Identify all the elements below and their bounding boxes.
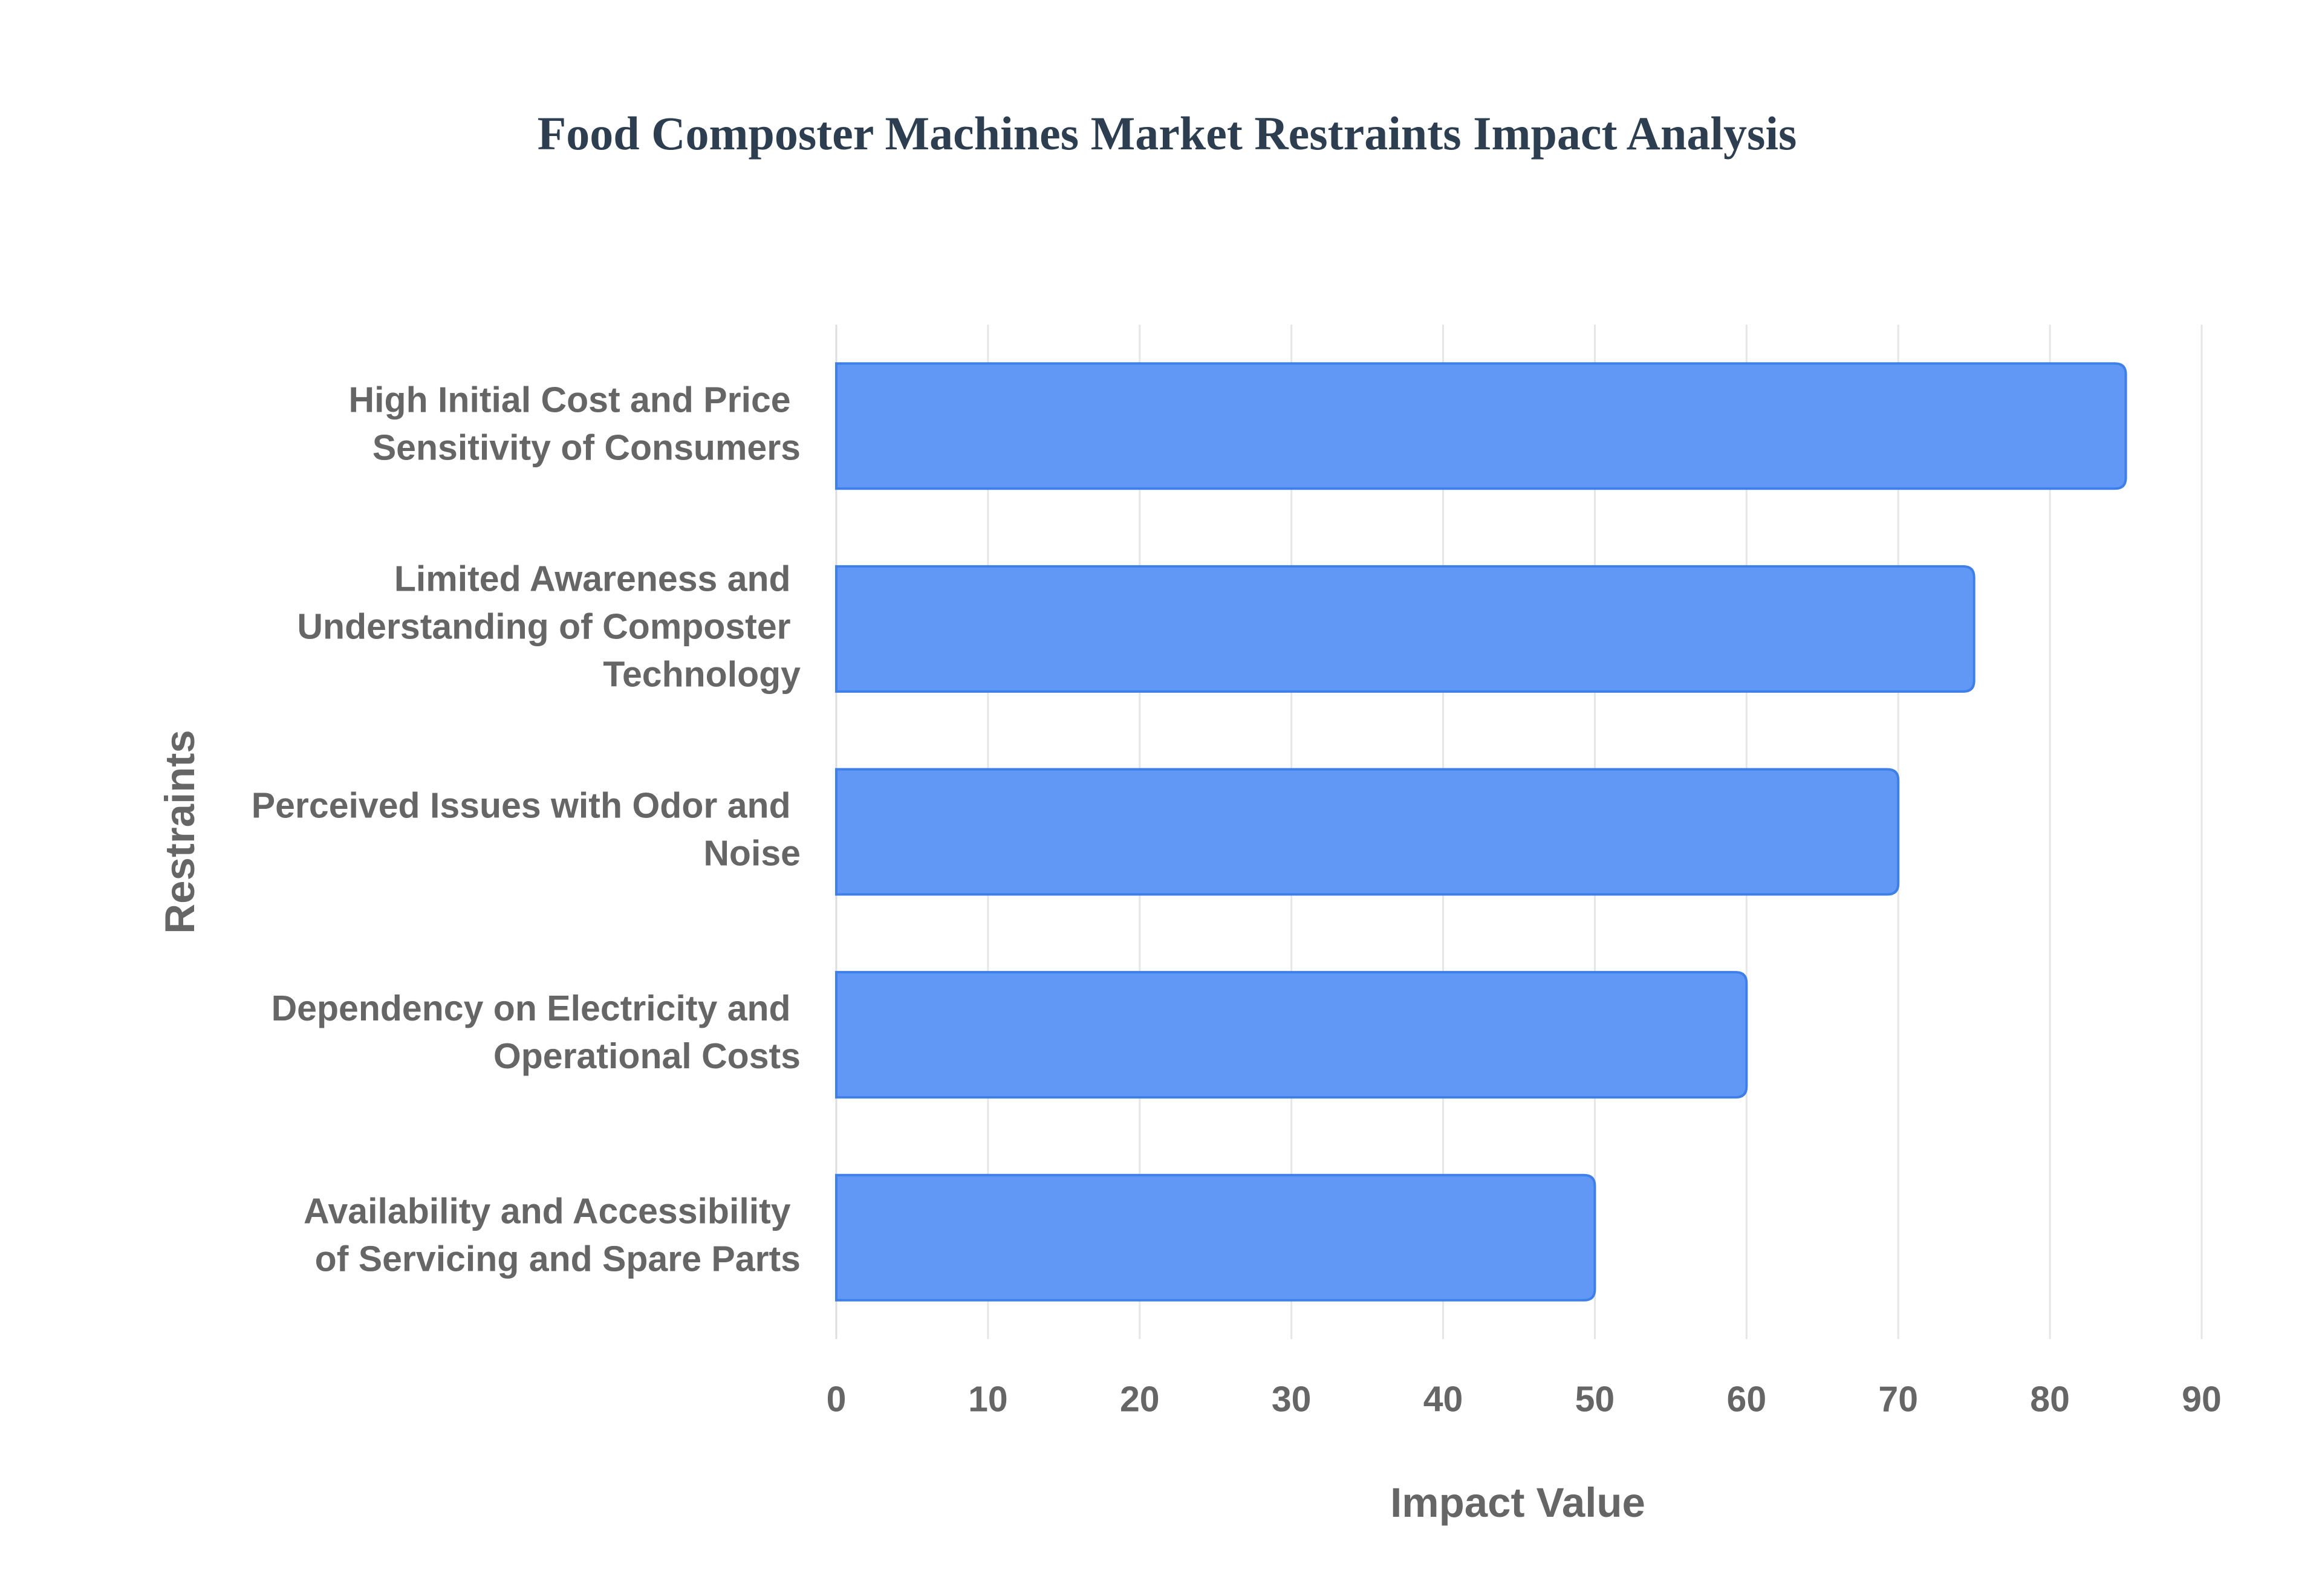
bar bbox=[835, 1173, 1596, 1302]
x-tick-label: 80 bbox=[2030, 1380, 2070, 1419]
x-tick-label: 90 bbox=[2182, 1380, 2222, 1419]
x-tick-label: 40 bbox=[1423, 1380, 1463, 1419]
y-tick-label: Dependency on Electricity and Operationa… bbox=[272, 988, 801, 1076]
x-tick-label: 60 bbox=[1727, 1380, 1767, 1419]
x-tick-label: 30 bbox=[1272, 1380, 1312, 1419]
y-axis-title: Restraints bbox=[157, 730, 203, 933]
bar bbox=[835, 565, 1976, 693]
x-tick-label: 0 bbox=[827, 1380, 847, 1419]
x-tick-label: 20 bbox=[1120, 1380, 1160, 1419]
x-tick-label: 10 bbox=[968, 1380, 1008, 1419]
x-tick-label: 70 bbox=[1878, 1380, 1918, 1419]
bar bbox=[835, 768, 1900, 896]
y-tick-label: Limited Awareness and Understanding of C… bbox=[297, 559, 801, 694]
chart-title: Food Composter Machines Market Restraint… bbox=[538, 107, 1797, 160]
bar bbox=[835, 362, 2127, 490]
y-tick-label: Perceived Issues with Odor and Noise bbox=[252, 785, 801, 873]
y-tick-label: Availability and Accessibility of Servic… bbox=[304, 1191, 801, 1279]
x-axis-title: Impact Value bbox=[1390, 1479, 1645, 1526]
x-tick-label: 50 bbox=[1575, 1380, 1615, 1419]
bar bbox=[835, 971, 1748, 1099]
y-tick-label: High Initial Cost and Price Sensitivity … bbox=[349, 380, 801, 467]
